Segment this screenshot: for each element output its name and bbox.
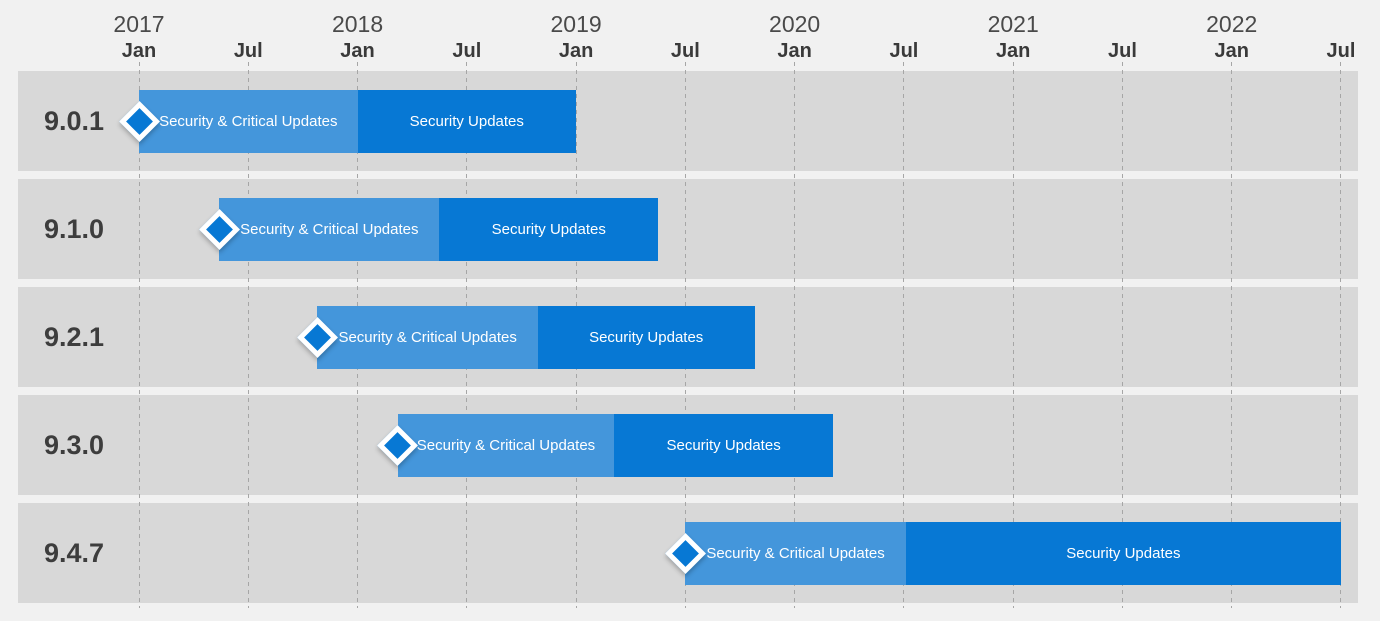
axis-month-label: Jul (1108, 40, 1137, 62)
row-version-label: 9.4.7 (43, 537, 105, 568)
axis-month-label: Jul (670, 40, 700, 62)
axis-month-label: Jul (452, 40, 482, 62)
timeline-gridline (1231, 62, 1233, 608)
axis-month-label: Jan (340, 40, 375, 62)
axis-year-label: 2018 (331, 11, 384, 37)
axis-month-label: Jul (233, 40, 263, 62)
security-updates-bar: Security Updates (537, 305, 755, 369)
security-critical-updates-bar: Security & Critical Updates (219, 197, 440, 261)
timeline-gridline (247, 62, 249, 608)
timeline-gridline (1340, 62, 1342, 608)
timeline-gridline (1012, 62, 1014, 608)
axis-year-label: 2017 (113, 11, 165, 37)
timeline-gridline (794, 62, 796, 608)
axis-year-label: 2020 (769, 11, 821, 37)
axis-month-label: Jan (995, 40, 1031, 62)
axis-month-label: Jan (558, 40, 594, 62)
security-critical-updates-bar: Security & Critical Updates (139, 89, 358, 153)
axis-month-label: Jul (889, 40, 919, 62)
timeline-gridline (1121, 62, 1123, 608)
row-version-label: 9.3.0 (43, 429, 105, 460)
security-critical-updates-bar: Security & Critical Updates (685, 521, 906, 585)
axis-year-label: 2021 (987, 11, 1039, 37)
timeline-gridline (903, 62, 905, 608)
security-critical-updates-bar: Security & Critical Updates (397, 413, 615, 477)
axis-year-label: 2022 (1206, 11, 1258, 37)
axis-month-label: Jul (1326, 40, 1356, 62)
security-updates-bar: Security Updates (439, 197, 659, 261)
security-updates-bar: Security Updates (905, 521, 1341, 585)
timeline-gridline (138, 62, 140, 608)
security-updates-bar: Security Updates (357, 89, 577, 153)
security-updates-bar: Security Updates (614, 413, 833, 477)
axis-month-label: Jan (121, 40, 157, 62)
axis-month-label: Jan (1214, 40, 1249, 62)
row-version-label: 9.1.0 (43, 213, 105, 244)
row-version-label: 9.0.1 (43, 105, 105, 136)
axis-month-label: Jan (777, 40, 812, 62)
row-version-label: 9.2.1 (43, 321, 105, 352)
security-critical-updates-bar: Security & Critical Updates (317, 305, 538, 369)
axis-year-label: 2019 (550, 11, 602, 37)
